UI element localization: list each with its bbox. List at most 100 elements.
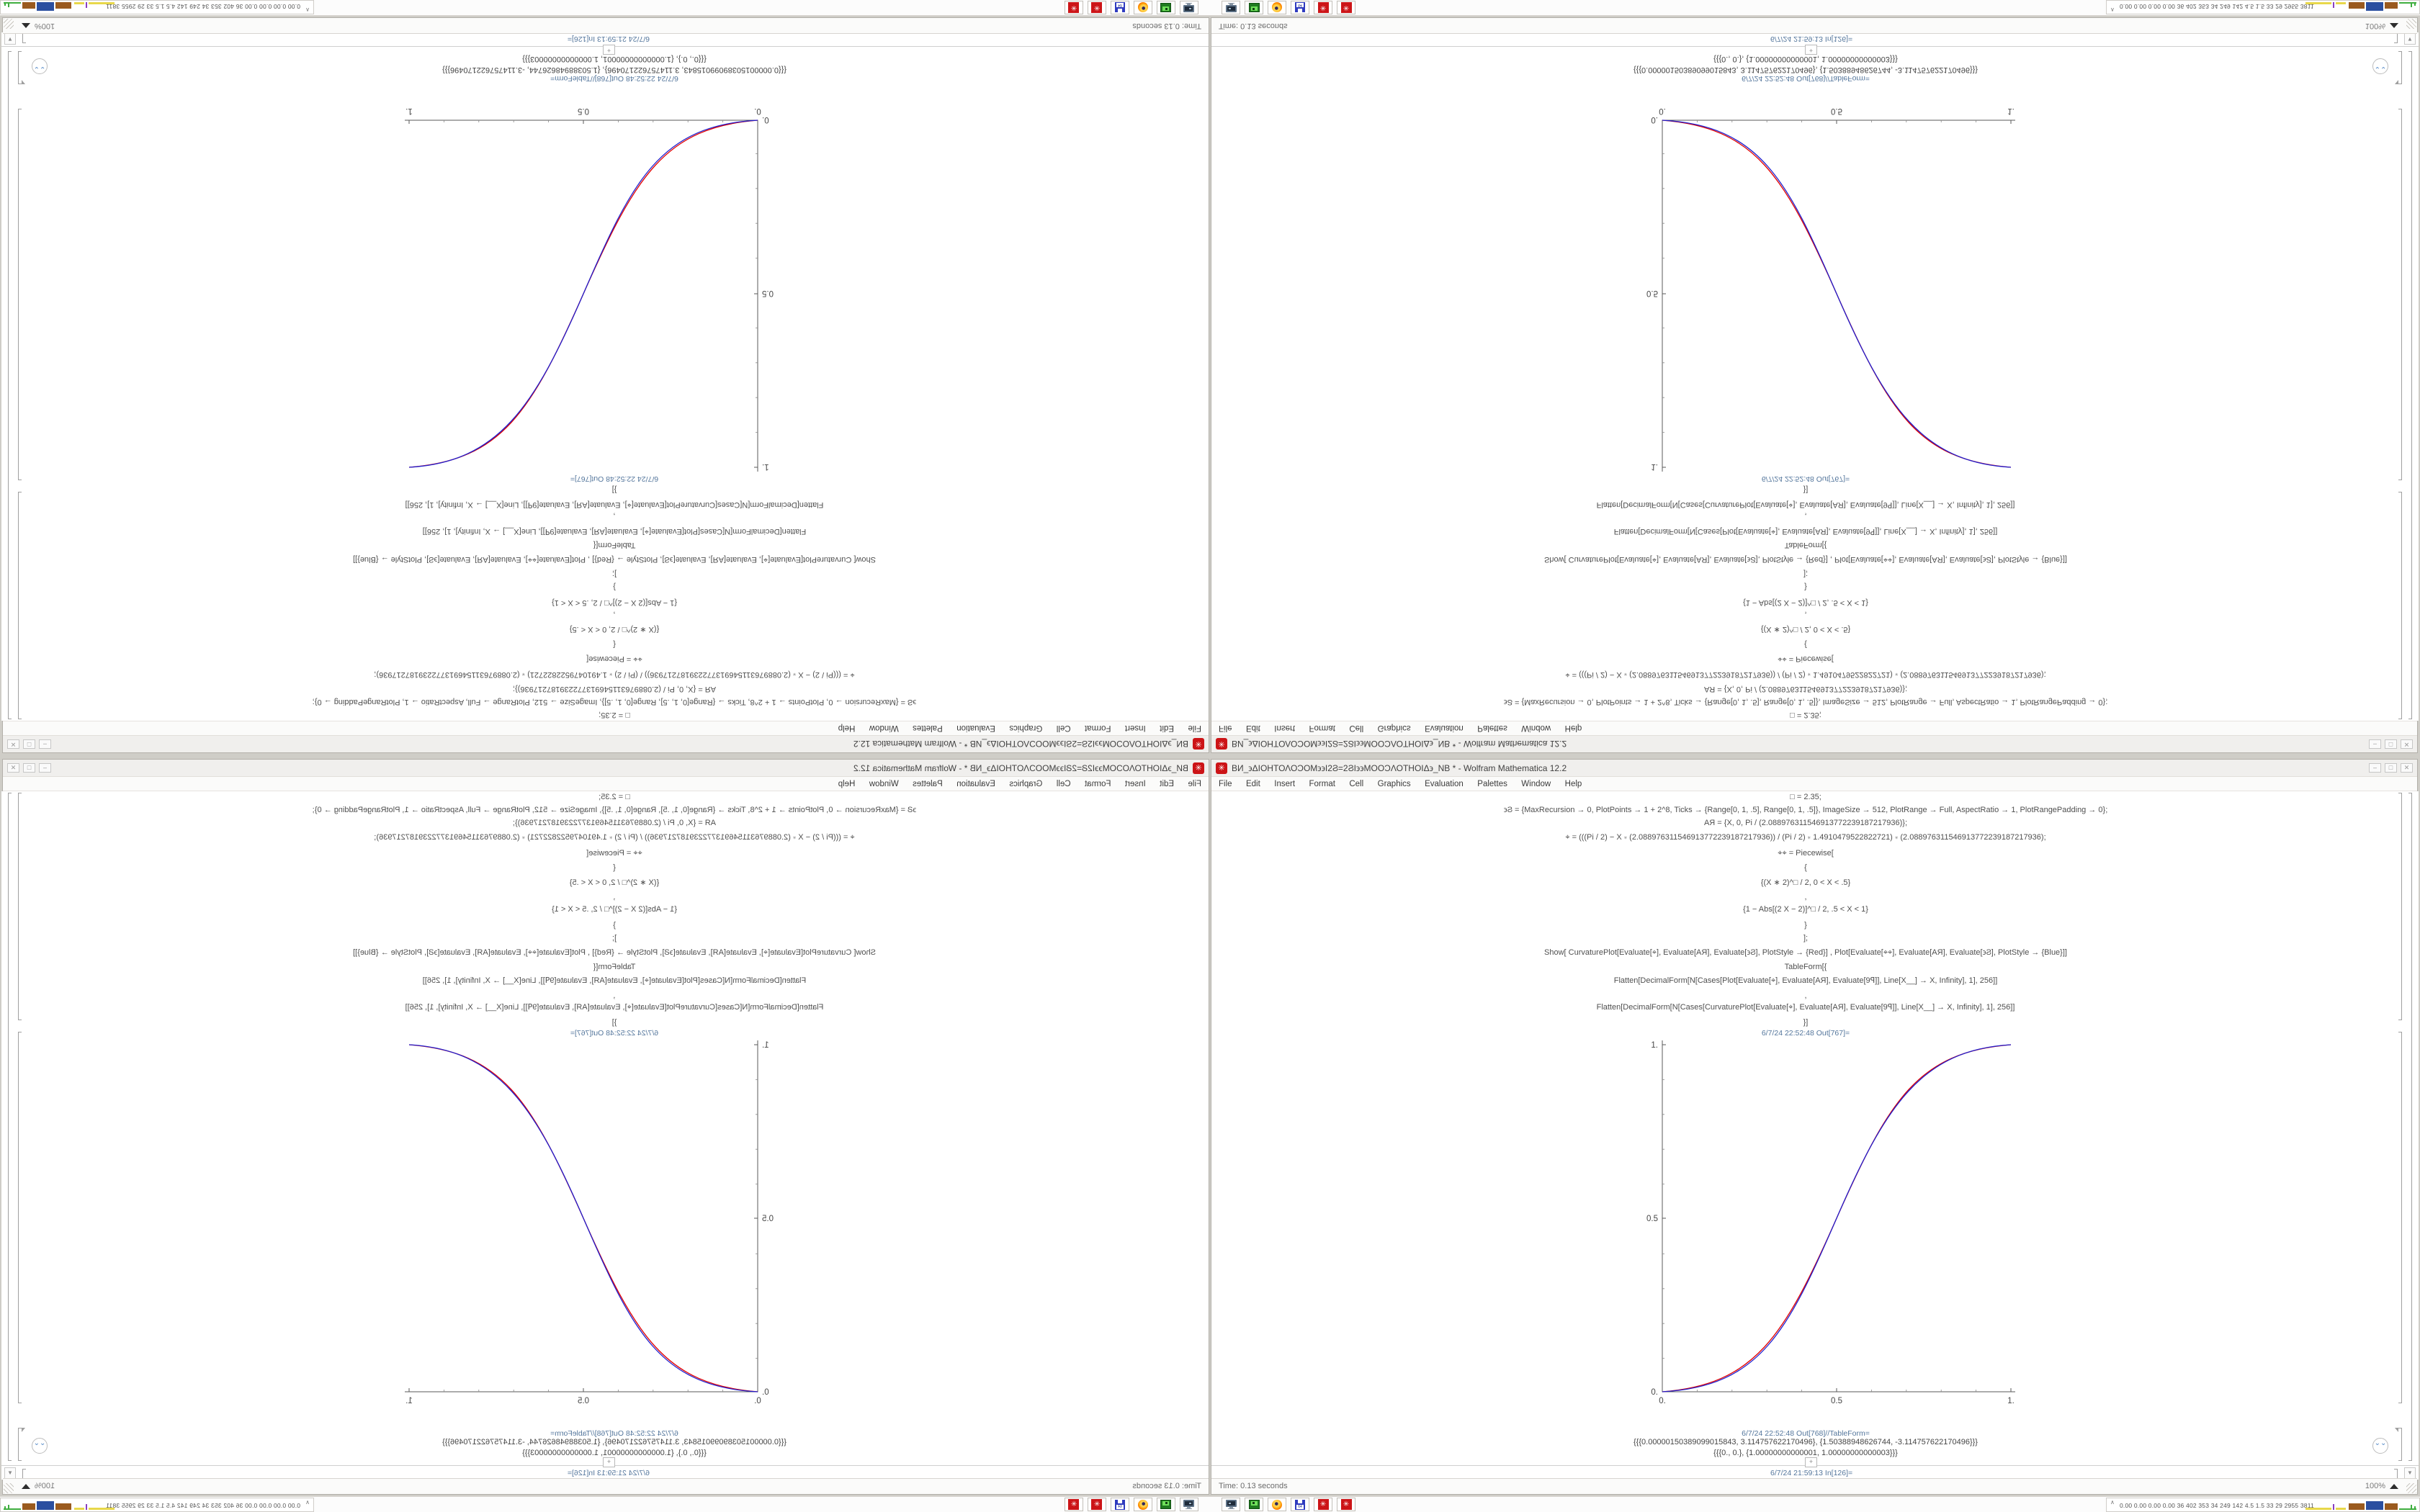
maximize-button[interactable]: □ <box>23 739 35 749</box>
insert-cell-plus-icon[interactable]: + <box>603 1457 615 1467</box>
code-line[interactable]: ϶Ϩ = {MaxRecursion → 0, PlotPoints → 1 +… <box>312 698 917 706</box>
code-line[interactable]: , <box>1804 611 1807 619</box>
menu-insert[interactable]: Insert <box>1274 780 1296 788</box>
code-line[interactable]: □ = 2.35; <box>1790 793 1821 801</box>
mathematica-spikey-icon[interactable]: ✳ <box>1314 1 1332 14</box>
cell-bracket-next[interactable] <box>2394 32 2398 43</box>
menu-help[interactable]: Help <box>838 780 856 788</box>
cell-bracket-input[interactable] <box>2398 793 2402 1020</box>
firefox-icon[interactable] <box>1134 1 1152 14</box>
insert-cell-plus-icon[interactable]: + <box>603 45 615 55</box>
code-line[interactable]: □ = 2.35; <box>1790 711 1821 719</box>
code-line[interactable]: , <box>613 991 616 1000</box>
code-line[interactable]: Flatten[DecimalForm[N[Cases[CurvaturePlo… <box>1596 1003 2015 1012</box>
menu-window[interactable]: Window <box>1521 724 1551 732</box>
code-line[interactable]: Flatten[DecimalForm[N[Cases[Plot[Evaluat… <box>422 976 807 985</box>
magnification-popup-icon[interactable] <box>22 23 30 28</box>
cell-bracket-table-output[interactable] <box>2398 51 2402 84</box>
menu-window[interactable]: Window <box>869 780 899 788</box>
magnification-popup-icon[interactable] <box>2390 23 2398 28</box>
menu-evaluation[interactable]: Evaluation <box>956 780 995 788</box>
code-line[interactable]: } <box>613 582 616 591</box>
code-line[interactable]: Flatten[DecimalForm[N[Cases[CurvaturePlo… <box>1596 500 2015 509</box>
cell-bracket-plot-output[interactable] <box>18 1032 22 1403</box>
resize-grip[interactable] <box>2406 19 2416 29</box>
code-line[interactable]: ⌖ = (((Pi / 2) − X ∗ (2.0889763115469137… <box>374 833 855 842</box>
floppy-64-icon[interactable]: 64 <box>1291 1498 1309 1511</box>
floppy-64-icon[interactable]: 64 <box>1291 1 1309 14</box>
cell-bracket-group[interactable] <box>2408 793 2412 1461</box>
code-line[interactable]: TableForm[{ <box>593 541 636 549</box>
firefox-icon[interactable] <box>1268 1498 1286 1511</box>
magnification-popup-icon[interactable] <box>22 1484 30 1489</box>
code-line[interactable]: TableForm[{ <box>593 963 636 971</box>
mathematica-spikey-icon[interactable]: ✳ <box>1065 1 1083 14</box>
code-line[interactable]: ΑЯ = {X, 0, Pi / (2.08897631154691377223… <box>1703 685 1908 693</box>
code-line[interactable]: {(X ∗ 2)^□ / 2, 0 < X < .5} <box>569 878 660 887</box>
menu-insert[interactable]: Insert <box>1124 724 1146 732</box>
code-line[interactable]: ϶Ϩ = {MaxRecursion → 0, PlotPoints → 1 +… <box>1503 698 2108 706</box>
code-line[interactable]: { <box>1804 640 1807 649</box>
menu-cell[interactable]: Cell <box>1056 780 1071 788</box>
menu-format[interactable]: Format <box>1309 724 1335 732</box>
menu-cell[interactable]: Cell <box>1349 780 1364 788</box>
code-line[interactable]: Show[ CurvaturePlot[Evaluate[⌖], Evaluat… <box>353 555 876 564</box>
cell-bracket-next[interactable] <box>2394 1469 2398 1480</box>
menu-evaluation[interactable]: Evaluation <box>1425 724 1464 732</box>
code-line[interactable]: ⌖⌖ = Piecewise[ <box>586 654 642 663</box>
floppy-64-icon[interactable]: 64 <box>1111 1 1129 14</box>
menu-evaluation[interactable]: Evaluation <box>1425 780 1464 788</box>
menu-graphics[interactable]: Graphics <box>1377 724 1411 732</box>
resize-grip[interactable] <box>4 1483 14 1493</box>
insert-cell-plus-icon[interactable]: + <box>1805 1457 1817 1467</box>
cell-menu-dropdown-icon[interactable]: ▼ <box>4 33 16 45</box>
menu-palettes[interactable]: Palettes <box>1477 724 1507 732</box>
code-line[interactable]: {1 − Abs[(2 X − 2)]^□ / 2, .5 < X < 1} <box>552 905 677 914</box>
code-line[interactable]: {(X ∗ 2)^□ / 2, 0 < X < .5} <box>1760 878 1851 887</box>
menu-window[interactable]: Window <box>1521 780 1551 788</box>
resize-grip[interactable] <box>4 19 14 29</box>
close-button[interactable]: ✕ <box>7 763 19 773</box>
menu-format[interactable]: Format <box>1085 780 1111 788</box>
menu-edit[interactable]: Edit <box>1160 780 1175 788</box>
terminal-icon[interactable] <box>1245 1 1263 14</box>
code-line[interactable]: ]; <box>611 934 617 942</box>
menu-format[interactable]: Format <box>1085 724 1111 732</box>
menu-palettes[interactable]: Palettes <box>913 780 943 788</box>
code-line[interactable]: ϶Ϩ = {MaxRecursion → 0, PlotPoints → 1 +… <box>312 806 917 814</box>
scroll-output-chevron-icon[interactable]: ⌄⌄ <box>2372 58 2388 74</box>
code-line[interactable]: Show[ CurvaturePlot[Evaluate[⌖], Evaluat… <box>353 948 876 957</box>
menu-palettes[interactable]: Palettes <box>1477 780 1507 788</box>
mathematica-spikey-icon[interactable]: ✳ <box>1314 1498 1332 1511</box>
menu-help[interactable]: Help <box>1564 780 1582 788</box>
display-icon[interactable] <box>1222 1 1240 14</box>
close-button[interactable]: ✕ <box>2401 763 2413 773</box>
code-line[interactable]: ⌖⌖ = Piecewise[ <box>1778 849 1834 858</box>
display-icon[interactable] <box>1180 1 1198 14</box>
code-line[interactable]: Flatten[DecimalForm[N[Cases[CurvaturePlo… <box>405 500 824 509</box>
window-titlebar[interactable]: ✳ ВИ_϶ΔΙΟΗΤΟΛΟϽΟΜ϶϶Ι2Ϩ=2ϨΙ϶϶ΜΟΟϽΛΟΤΗΟΙΔ϶… <box>1211 760 2417 777</box>
menu-graphics[interactable]: Graphics <box>1009 724 1043 732</box>
code-line[interactable]: ⌖ = (((Pi / 2) − X ∗ (2.0889763115469137… <box>374 670 855 679</box>
code-line[interactable]: } <box>1804 921 1807 930</box>
code-line[interactable]: }] <box>611 1018 617 1027</box>
minimize-button[interactable]: – <box>39 763 51 773</box>
cell-bracket-table-output[interactable] <box>18 1428 22 1461</box>
cell-bracket-plot-output[interactable] <box>2398 109 2402 480</box>
code-line[interactable]: , <box>1804 512 1807 521</box>
cell-bracket-group[interactable] <box>8 51 12 719</box>
mathematica-spikey-icon[interactable]: ✳ <box>1088 1 1106 14</box>
menu-edit[interactable]: Edit <box>1245 724 1260 732</box>
cell-bracket-next[interactable] <box>22 32 26 43</box>
menu-insert[interactable]: Insert <box>1274 724 1296 732</box>
code-line[interactable]: ⌖ = (((Pi / 2) − X ∗ (2.0889763115469137… <box>1565 670 2046 679</box>
code-line[interactable]: { <box>613 863 616 872</box>
code-line[interactable]: ΑЯ = {X, 0, Pi / (2.08897631154691377223… <box>1703 819 1908 827</box>
cell-bracket-table-output[interactable] <box>2398 1428 2402 1461</box>
code-line[interactable]: Flatten[DecimalForm[N[Cases[Plot[Evaluat… <box>1613 527 1998 536</box>
menu-evaluation[interactable]: Evaluation <box>956 724 995 732</box>
magnification-level[interactable]: 100% <box>2365 1482 2385 1490</box>
code-line[interactable]: , <box>1804 893 1807 901</box>
code-line[interactable]: { <box>1804 863 1807 872</box>
close-button[interactable]: ✕ <box>2401 739 2413 749</box>
